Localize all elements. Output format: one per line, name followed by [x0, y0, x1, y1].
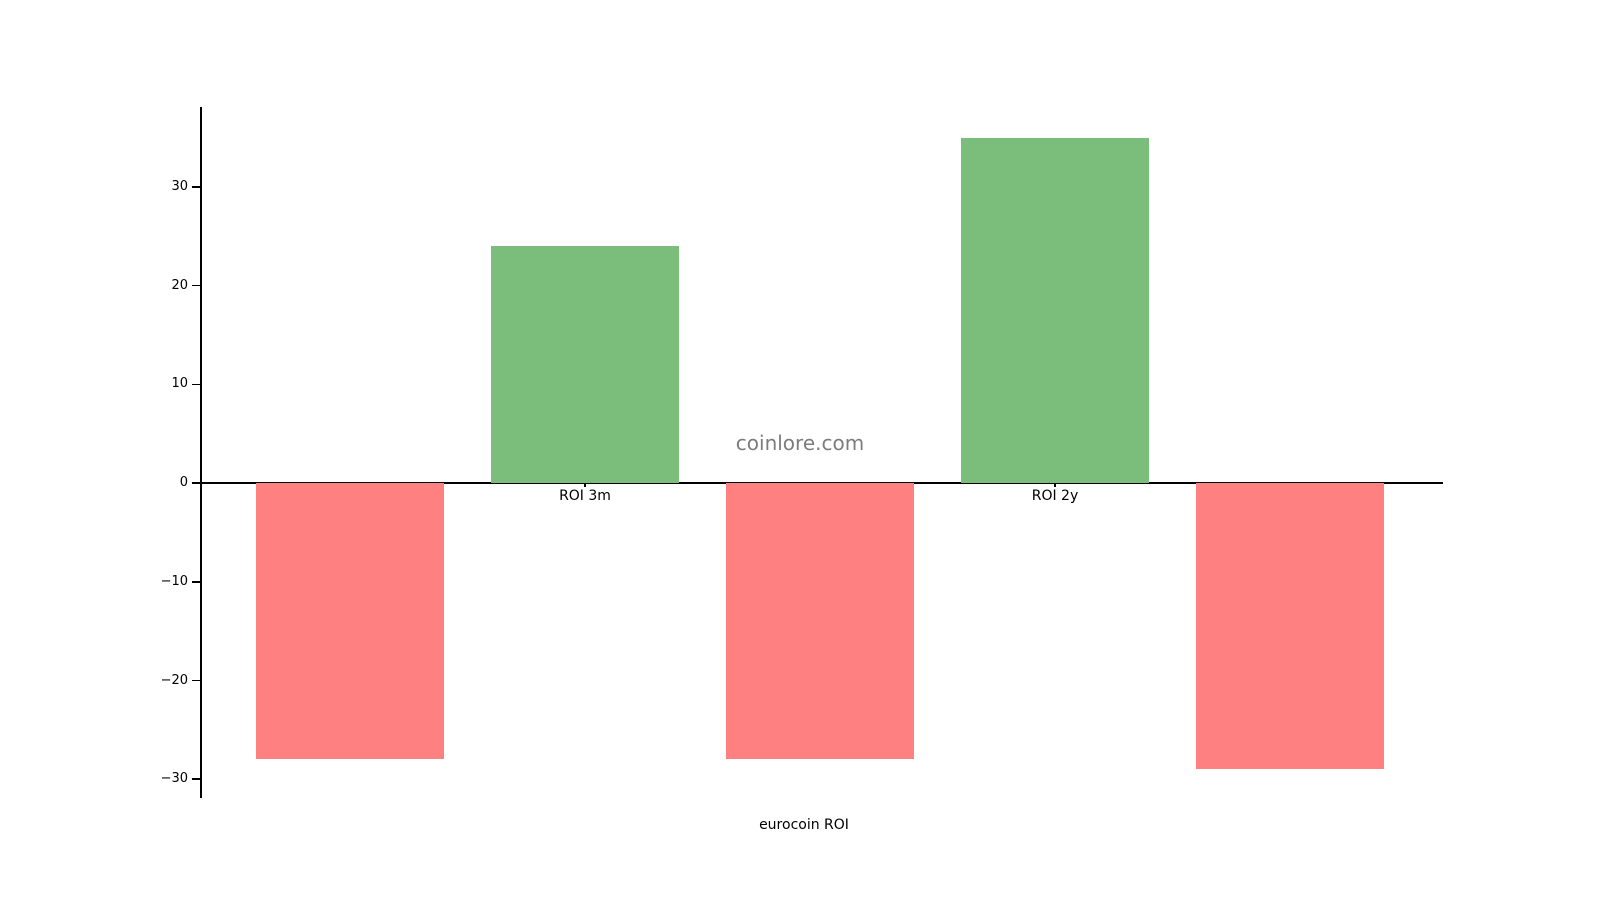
y-tick-label: 10 — [171, 376, 188, 392]
y-tick-mark — [192, 284, 200, 287]
x-axis-zero-line — [200, 482, 1443, 484]
y-tick-mark — [192, 482, 200, 484]
bar-roi-3m — [491, 246, 679, 484]
y-tick-mark — [192, 581, 200, 583]
bar-3 — [726, 483, 914, 760]
x-axis-title: eurocoin ROI — [759, 817, 849, 833]
y-tick-label: −20 — [160, 672, 188, 688]
y-tick-label: 0 — [179, 475, 188, 491]
x-tick-label: ROI 2y — [1031, 488, 1079, 505]
y-tick-label: −30 — [160, 771, 188, 787]
y-tick-label: 30 — [171, 178, 188, 194]
x-tick-label: ROI 3m — [559, 488, 611, 505]
y-axis-spine — [200, 107, 202, 798]
y-tick-mark — [192, 186, 200, 188]
y-tick-mark — [192, 778, 200, 780]
x-tick-mark — [1054, 483, 1056, 488]
y-tick-label: 20 — [171, 277, 188, 293]
bar-roi-2y — [961, 137, 1149, 484]
y-tick-label: −10 — [160, 573, 188, 589]
y-tick-mark — [192, 679, 200, 682]
watermark-text: coinlore.com — [735, 431, 865, 455]
bar-5 — [1196, 483, 1384, 770]
y-tick-mark — [192, 383, 200, 386]
x-tick-mark — [584, 483, 586, 488]
bar-1 — [256, 483, 444, 760]
